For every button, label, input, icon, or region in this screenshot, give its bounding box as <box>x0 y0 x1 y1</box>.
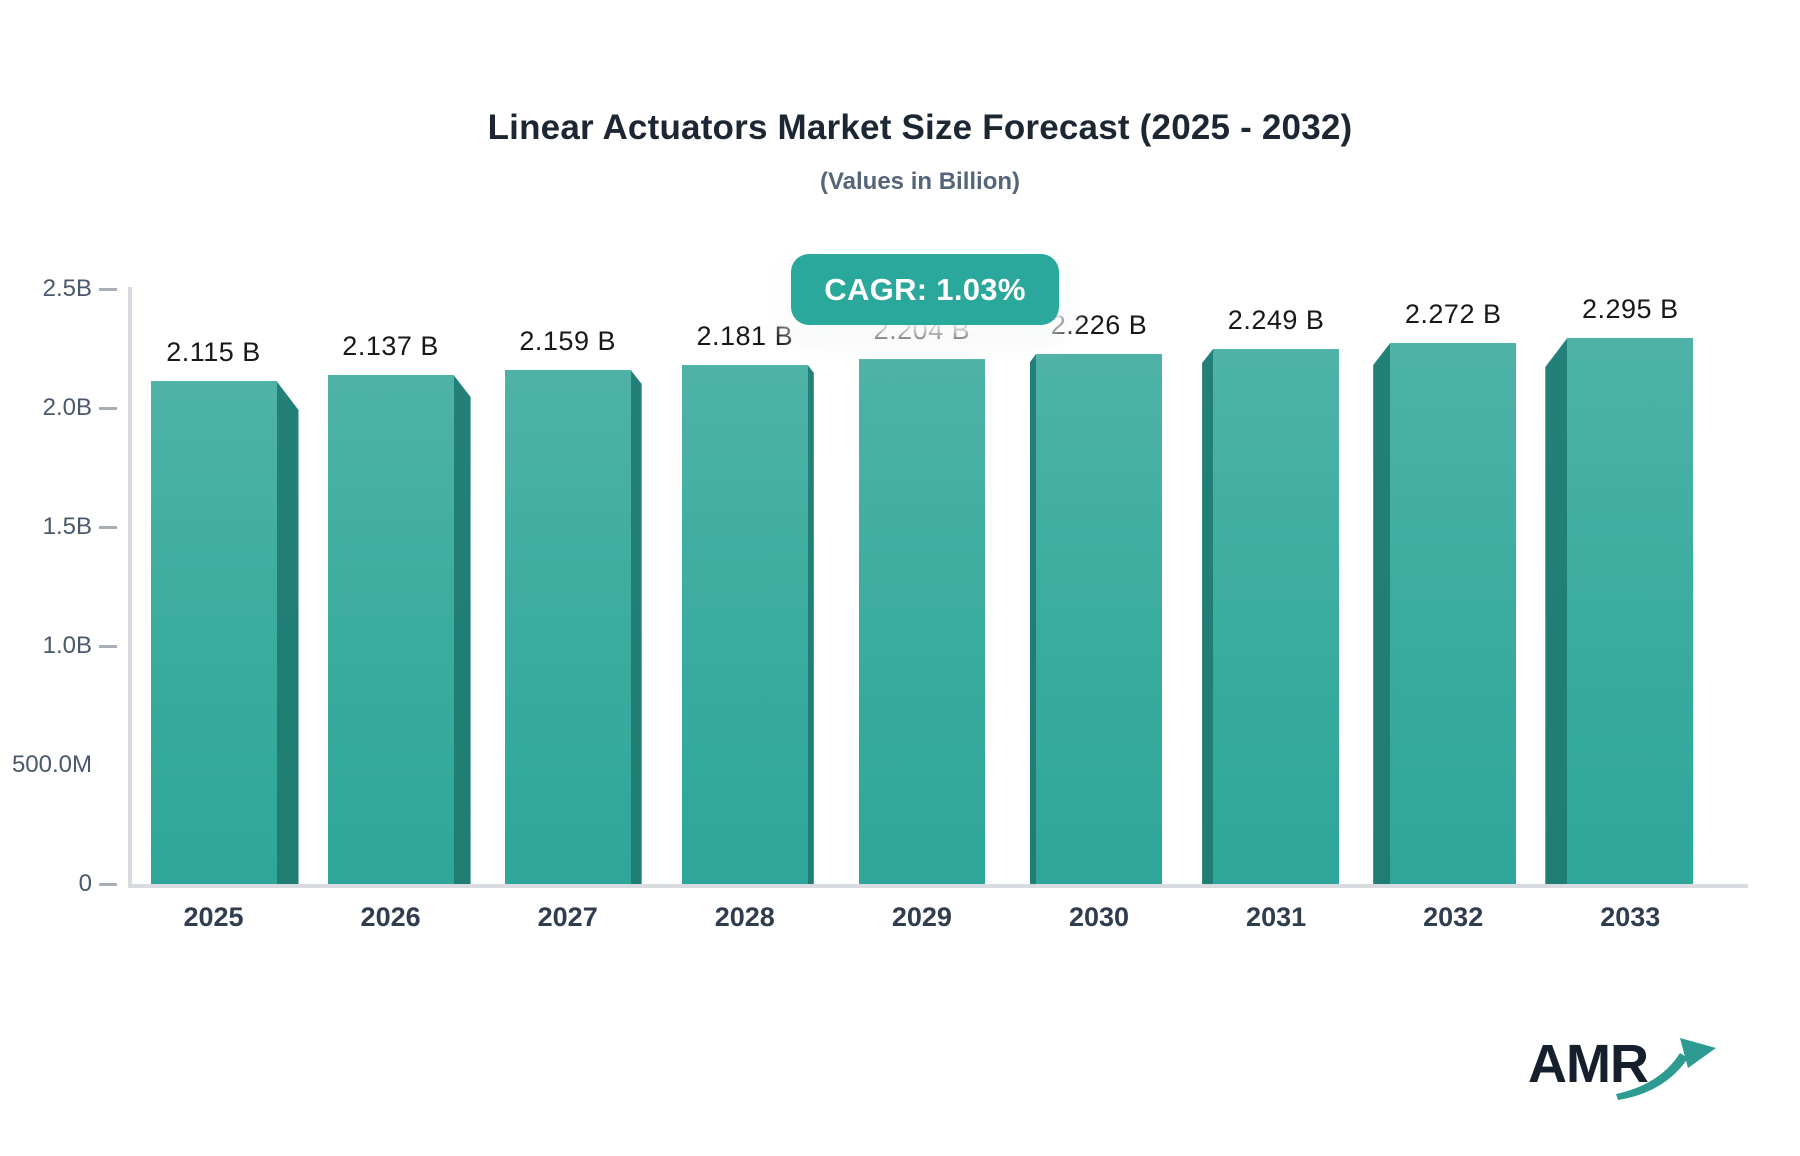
growth-arrow-icon <box>1616 1038 1716 1100</box>
y-axis-line <box>128 287 132 888</box>
bar-side-face <box>453 375 471 884</box>
x-axis-label: 2029 <box>891 902 952 932</box>
bar-value-label: 2.159 B <box>519 326 616 356</box>
y-axis-tick-dash <box>99 407 117 410</box>
bar[interactable] <box>327 375 454 884</box>
y-axis-tick-label: 0 <box>78 870 92 897</box>
bar-value-label: 2.295 B <box>1582 294 1679 324</box>
bar[interactable] <box>504 370 631 884</box>
bar[interactable] <box>1036 354 1162 884</box>
y-axis-tick-label: 2.5B <box>42 275 92 302</box>
bar-side-face <box>276 381 299 884</box>
bar-value-label: 2.115 B <box>166 337 261 367</box>
x-axis-label: 2025 <box>183 902 244 932</box>
x-axis-baseline <box>128 884 1748 888</box>
y-axis-tick-label: 1.0B <box>42 632 92 659</box>
x-axis-label: 2026 <box>360 902 421 932</box>
bar-side-face <box>1373 343 1391 884</box>
bar-side-face <box>1030 354 1036 884</box>
bar-value-label: 2.249 B <box>1227 305 1325 335</box>
cagr-badge: CAGR: 1.03% <box>791 254 1059 325</box>
bar[interactable] <box>681 365 808 884</box>
y-axis-tick-dash <box>99 883 117 886</box>
bar-value-label: 2.272 B <box>1404 299 1502 329</box>
bar[interactable] <box>858 359 985 884</box>
x-axis-label: 2031 <box>1246 902 1307 932</box>
y-axis-tick-label: 2.0B <box>42 394 92 421</box>
bar-value-label: 2.181 B <box>696 321 794 351</box>
bar-value-label: 2.226 B <box>1050 310 1148 340</box>
amr-logo-text: AMR <box>1528 1034 1649 1094</box>
x-axis-label: 2033 <box>1600 902 1661 932</box>
chart-subtitle: (Values in Billion) <box>819 168 1021 195</box>
amr-logo: AMR <box>1528 1034 1728 1114</box>
y-axis-tick-label: 500.0M <box>11 751 92 778</box>
x-axis-label: 2030 <box>1068 902 1130 932</box>
bar-side-face <box>630 370 642 884</box>
bar-side-face <box>1202 349 1214 884</box>
y-axis-tick-dash <box>99 645 117 648</box>
y-axis-tick-dash <box>99 526 117 529</box>
bar-side-face <box>807 365 814 884</box>
y-axis-tick-dash <box>99 288 117 291</box>
chart-title: Linear Actuators Market Size Forecast (2… <box>487 108 1353 147</box>
x-axis-label: 2032 <box>1423 902 1484 932</box>
bar[interactable] <box>1213 349 1340 884</box>
bar[interactable] <box>1567 338 1694 884</box>
y-axis-tick-label: 1.5B <box>42 513 92 540</box>
x-axis-label: 2027 <box>537 902 598 932</box>
bar-side-face <box>1545 338 1568 884</box>
bar-value-label: 2.137 B <box>342 331 439 361</box>
bar[interactable] <box>150 381 277 884</box>
x-axis-label: 2028 <box>714 902 775 932</box>
bar[interactable] <box>1390 343 1517 884</box>
